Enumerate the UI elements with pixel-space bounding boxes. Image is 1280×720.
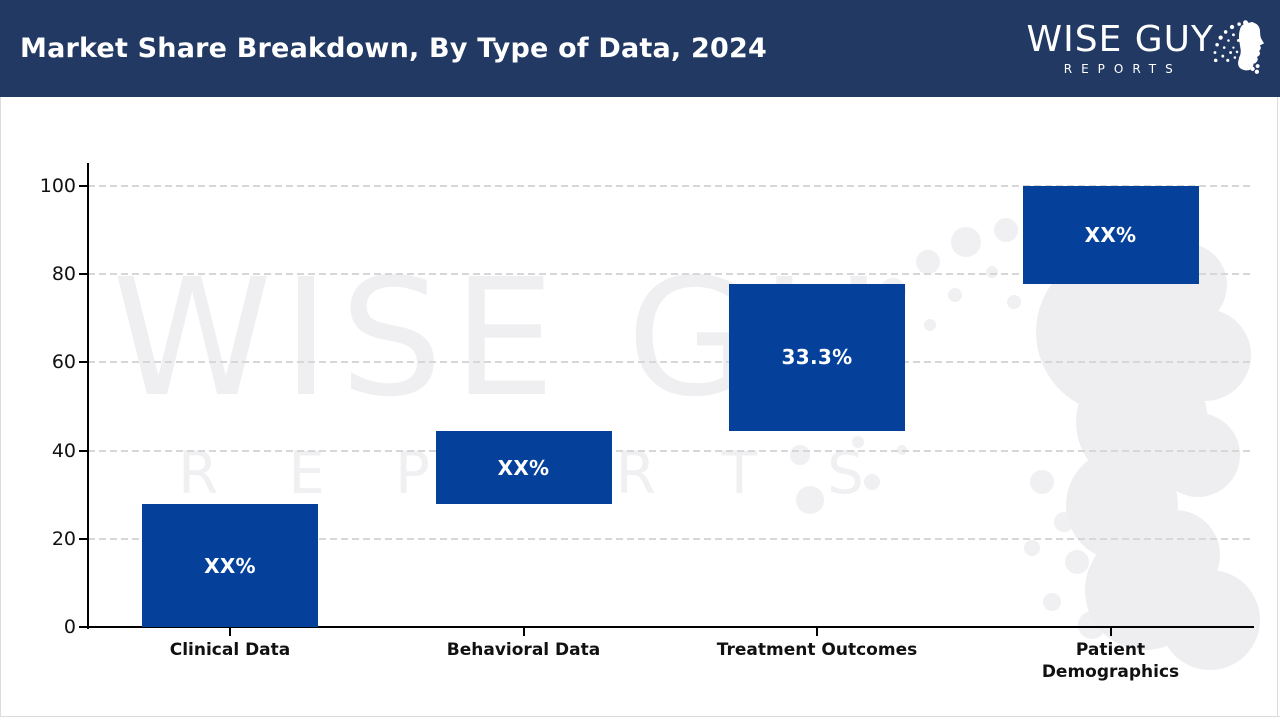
bar-clinical-data: XX% bbox=[142, 504, 318, 627]
y-tick-label-20: 20 bbox=[51, 527, 76, 550]
y-tickmark-100 bbox=[79, 185, 88, 187]
x-tickmark-patient-demographics bbox=[1109, 628, 1112, 636]
bar-patient-demographics: XX% bbox=[1022, 186, 1199, 284]
bar-value-label-behavioral-data: XX% bbox=[497, 455, 550, 480]
gridline-100 bbox=[88, 185, 1254, 187]
logo-face-icon bbox=[1213, 19, 1264, 74]
x-category-label-behavioral-data: Behavioral Data bbox=[446, 640, 601, 660]
bar-treatment-outcomes: 33.3% bbox=[729, 283, 905, 431]
y-tick-label-40: 40 bbox=[51, 439, 76, 462]
canvas-bottom-border bbox=[0, 716, 1280, 717]
logo-subtext: REPORTS bbox=[1063, 61, 1182, 76]
bar-behavioral-data: XX% bbox=[435, 430, 612, 505]
canvas-right-border bbox=[1277, 97, 1278, 717]
x-category-label-patient-demographics: Patient Demographics bbox=[1041, 640, 1180, 683]
y-tick-label-100: 100 bbox=[39, 175, 76, 197]
x-tickmark-clinical-data bbox=[229, 628, 231, 636]
canvas-left-border bbox=[0, 97, 1, 717]
bar-value-label-treatment-outcomes: 33.3% bbox=[781, 345, 853, 370]
bar-value-label-clinical-data: XX% bbox=[204, 553, 256, 578]
logo-wordmark: WISE GUY bbox=[1026, 18, 1214, 60]
y-tickmark-80 bbox=[79, 273, 88, 276]
gridline-40 bbox=[88, 449, 1254, 452]
gridline-80 bbox=[88, 273, 1254, 276]
y-tick-label-60: 60 bbox=[51, 351, 76, 374]
bar-value-label-patient-demographics: XX% bbox=[1084, 222, 1137, 247]
y-tick-label-0: 0 bbox=[63, 616, 76, 638]
y-tickmark-40 bbox=[79, 449, 88, 452]
x-tickmark-behavioral-data bbox=[522, 628, 525, 636]
gridline-60 bbox=[88, 361, 1254, 364]
y-tickmark-60 bbox=[79, 361, 88, 364]
header-bar: Market Share Breakdown, By Type of Data,… bbox=[0, 0, 1280, 97]
y-tickmark-0 bbox=[79, 626, 88, 628]
x-category-label-clinical-data: Clinical Data bbox=[169, 640, 291, 660]
x-category-label-treatment-outcomes: Treatment Outcomes bbox=[716, 640, 918, 660]
y-tick-label-80: 80 bbox=[51, 263, 76, 286]
page-title: Market Share Breakdown, By Type of Data,… bbox=[20, 33, 767, 64]
wise-guy-reports-logo: WISE GUY REPORTS bbox=[1026, 9, 1264, 89]
x-tickmark-treatment-outcomes bbox=[816, 628, 818, 636]
y-axis-line bbox=[87, 163, 90, 629]
y-tickmark-20 bbox=[79, 537, 88, 540]
x-axis-line bbox=[87, 626, 1254, 629]
gridline-20 bbox=[88, 537, 1254, 540]
